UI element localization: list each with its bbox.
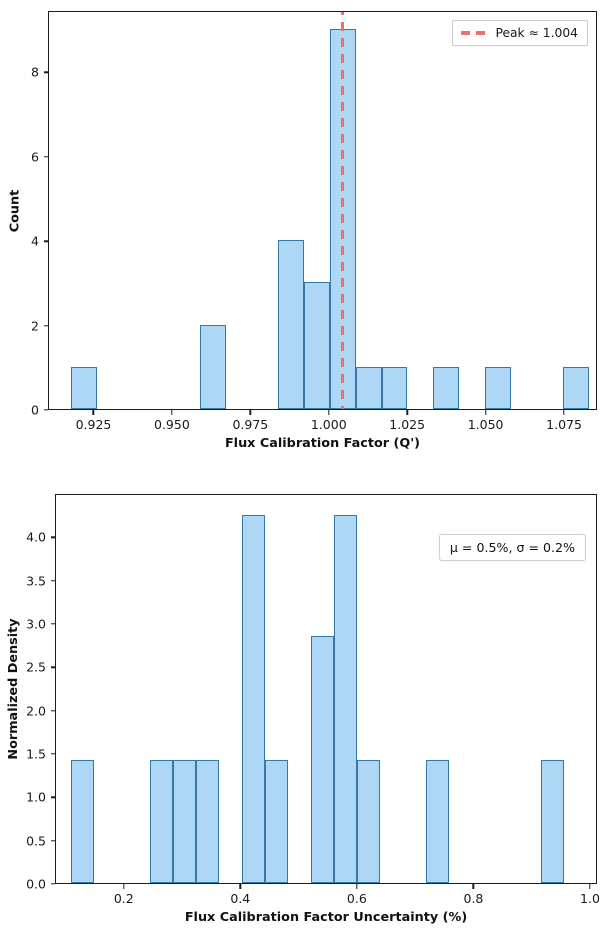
histogram-bar <box>381 366 408 409</box>
y-tick-mark <box>50 839 55 842</box>
x-axis-label-top: Flux Calibration Factor (Q') <box>224 436 421 451</box>
legend-entry-label: Peak ≈ 1.004 <box>495 26 578 40</box>
x-tick-label: 1.000 <box>310 417 347 432</box>
x-tick-mark <box>171 410 173 415</box>
x-tick-label: 0.8 <box>463 891 484 906</box>
histogram-bar <box>355 366 382 409</box>
histogram-bar <box>71 759 95 883</box>
x-tick-label: 0.6 <box>346 891 367 906</box>
peak-marker-line <box>340 12 345 409</box>
y-axis-label-bottom: Normalized Density <box>6 618 21 760</box>
x-tick-mark <box>249 410 252 415</box>
y-tick-label: 2 <box>31 318 39 334</box>
y-tick-mark <box>50 666 55 669</box>
x-tick-mark <box>406 410 408 415</box>
y-tick-label: 3.5 <box>26 573 46 589</box>
dashed-line-swatch-icon <box>461 31 488 35</box>
y-tick-mark <box>43 409 48 411</box>
y-tick-mark <box>43 324 48 327</box>
y-tick-mark <box>43 155 48 158</box>
y-tick-mark <box>50 709 55 712</box>
y-tick-mark <box>50 753 55 755</box>
chart-panel-top: 0 2 4 6 8 0.925 0.950 0.975 1.000 1.025 1.050 1.07… <box>7 11 597 451</box>
chart-panel-bottom: 0.0 0.5 1.0 1.5 2.0 2.5 3.0 3.5 4.0 0.2 0.4 0.6 0.8… <box>0 471 612 942</box>
y-tick-mark <box>43 71 48 73</box>
y-tick-label: 1.5 <box>26 746 46 762</box>
y-tick-label: 0 <box>31 402 39 418</box>
y-tick-label: 1.0 <box>26 789 46 805</box>
histogram-bar <box>200 324 227 409</box>
y-tick-label: 0.0 <box>26 876 46 892</box>
histogram-bar <box>264 759 288 883</box>
histogram-bar <box>485 366 511 409</box>
x-tick-mark <box>356 884 358 889</box>
legend-top: Peak ≈ 1.004 <box>452 20 588 46</box>
histogram-bar <box>541 759 565 883</box>
histogram-bar <box>172 759 196 883</box>
x-tick-label: 1.075 <box>546 417 582 432</box>
y-tick-mark <box>43 240 48 242</box>
x-tick-label: 0.2 <box>113 891 134 906</box>
histogram-bar <box>241 514 265 883</box>
y-tick-mark <box>50 883 55 885</box>
x-tick-label: 1.0 <box>580 891 600 906</box>
y-tick-label: 4.0 <box>26 529 46 545</box>
y-tick-label: 2.0 <box>26 703 46 719</box>
x-tick-mark <box>328 410 330 415</box>
statistics-annotation: μ = 0.5%, σ = 0.2% <box>438 534 586 561</box>
y-tick-mark <box>50 623 55 625</box>
histogram-bar <box>333 514 357 883</box>
x-tick-label: 0.4 <box>230 891 251 906</box>
y-tick-mark <box>50 536 55 539</box>
x-tick-mark <box>472 884 475 889</box>
plot-inner-bottom <box>56 495 596 883</box>
x-tick-mark <box>92 410 95 415</box>
histogram-bar <box>149 759 173 883</box>
histogram-bar <box>562 366 589 409</box>
x-tick-label: 0.925 <box>75 417 112 432</box>
histogram-bar <box>70 366 97 409</box>
x-tick-mark <box>563 410 565 415</box>
y-tick-label: 6 <box>31 149 39 165</box>
y-tick-mark <box>50 579 55 582</box>
x-tick-label: 0.975 <box>232 417 269 432</box>
y-axis-label-top: Count <box>7 189 22 232</box>
histogram-bar <box>433 366 460 409</box>
histogram-bar <box>357 759 381 883</box>
y-tick-label: 0.5 <box>26 833 46 849</box>
y-tick-label: 4 <box>31 233 39 249</box>
histogram-bar <box>303 282 330 409</box>
plot-inner-top <box>49 12 596 409</box>
histogram-bar <box>278 240 304 409</box>
histogram-bar <box>426 759 450 883</box>
histogram-bar <box>195 759 219 883</box>
x-tick-mark <box>239 884 242 889</box>
plot-area-top <box>48 11 597 410</box>
histogram-bar <box>310 636 334 883</box>
x-tick-mark <box>589 884 591 889</box>
y-tick-mark <box>50 796 55 799</box>
x-tick-mark <box>484 410 487 415</box>
x-tick-label: 1.050 <box>467 417 504 432</box>
y-tick-label: 2.5 <box>26 659 46 675</box>
x-tick-label: 1.025 <box>389 417 426 432</box>
x-tick-label: 0.950 <box>154 417 190 432</box>
x-tick-mark <box>123 884 125 889</box>
y-tick-label: 8 <box>31 64 39 80</box>
x-axis-label-bottom: Flux Calibration Factor Uncertainty (%) <box>184 910 468 925</box>
y-tick-label: 3.0 <box>26 616 46 632</box>
